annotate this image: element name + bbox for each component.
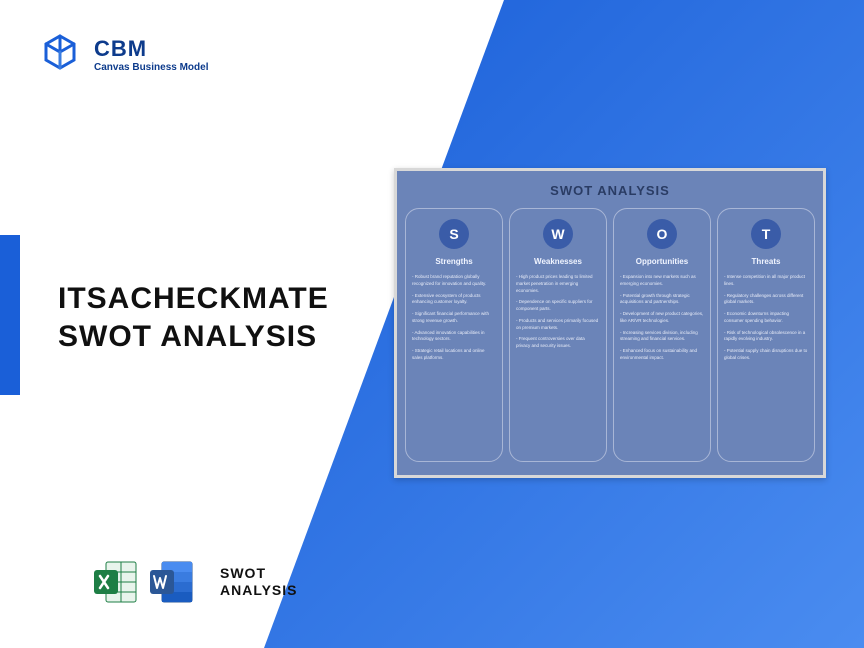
swot-col-strengths: S Strengths - Robust brand reputation gl… [405, 208, 503, 462]
swot-letter: T [751, 219, 781, 249]
swot-letter: W [543, 219, 573, 249]
swot-item: - Dependence on specific suppliers for c… [516, 299, 600, 313]
swot-col-opportunities: O Opportunities - Expansion into new mar… [613, 208, 711, 462]
footer-line-1: SWOT [220, 565, 298, 582]
main-title: ITSACHECKMATE SWOT ANALYSIS [58, 280, 329, 355]
swot-heading: Threats [752, 257, 781, 266]
cbm-logo-icon [38, 32, 82, 76]
swot-item: - Intense competition in all major produ… [724, 274, 808, 288]
word-icon [146, 556, 198, 608]
logo-area: CBM Canvas Business Model [38, 32, 208, 76]
swot-item: - Economic downturns impacting consumer … [724, 311, 808, 325]
swot-heading: Opportunities [636, 257, 688, 266]
swot-heading: Strengths [435, 257, 472, 266]
swot-item: - Expansion into new markets such as eme… [620, 274, 704, 288]
swot-letter: O [647, 219, 677, 249]
swot-item: - Extensive ecosystem of products enhanc… [412, 293, 496, 307]
swot-item: - Strategic retail locations and online … [412, 348, 496, 362]
swot-col-threats: T Threats - Intense competition in all m… [717, 208, 815, 462]
swot-items: - Robust brand reputation globally recog… [412, 274, 496, 367]
swot-letter: S [439, 219, 469, 249]
swot-col-weaknesses: W Weaknesses - High product prices leadi… [509, 208, 607, 462]
title-line-1: ITSACHECKMATE [58, 280, 329, 318]
swot-card: SWOT ANALYSIS S Strengths - Robust brand… [394, 168, 826, 478]
swot-item: - Frequent controversies over data priva… [516, 336, 600, 350]
swot-item: - Risk of technological obsolescence in … [724, 330, 808, 344]
footer-line-2: ANALYSIS [220, 582, 298, 599]
swot-item: - Development of new product categories,… [620, 311, 704, 325]
swot-item: - Enhanced focus on sustainability and e… [620, 348, 704, 362]
swot-item: - Products and services primarily focuse… [516, 318, 600, 332]
swot-item: - High product prices leading to limited… [516, 274, 600, 294]
logo-text: CBM Canvas Business Model [94, 36, 208, 73]
swot-item: - Advanced innovation capabilities in te… [412, 330, 496, 344]
brand-name: CBM [94, 36, 208, 62]
brand-tagline: Canvas Business Model [94, 62, 208, 73]
excel-icon [90, 556, 142, 608]
title-line-2: SWOT ANALYSIS [58, 318, 329, 356]
swot-card-title: SWOT ANALYSIS [397, 183, 823, 198]
swot-items: - Expansion into new markets such as eme… [620, 274, 704, 367]
swot-columns: S Strengths - Robust brand reputation gl… [397, 208, 823, 462]
swot-item: - Regulatory challenges across different… [724, 293, 808, 307]
swot-item: - Increasing services division, includin… [620, 330, 704, 344]
swot-items: - Intense competition in all major produ… [724, 274, 808, 367]
footer-area: SWOT ANALYSIS [90, 556, 298, 608]
swot-item: - Significant financial performance with… [412, 311, 496, 325]
swot-item: - Potential growth through strategic acq… [620, 293, 704, 307]
swot-items: - High product prices leading to limited… [516, 274, 600, 355]
swot-item: - Robust brand reputation globally recog… [412, 274, 496, 288]
accent-block [0, 235, 20, 395]
footer-text: SWOT ANALYSIS [220, 565, 298, 599]
swot-heading: Weaknesses [534, 257, 582, 266]
swot-item: - Potential supply chain disruptions due… [724, 348, 808, 362]
